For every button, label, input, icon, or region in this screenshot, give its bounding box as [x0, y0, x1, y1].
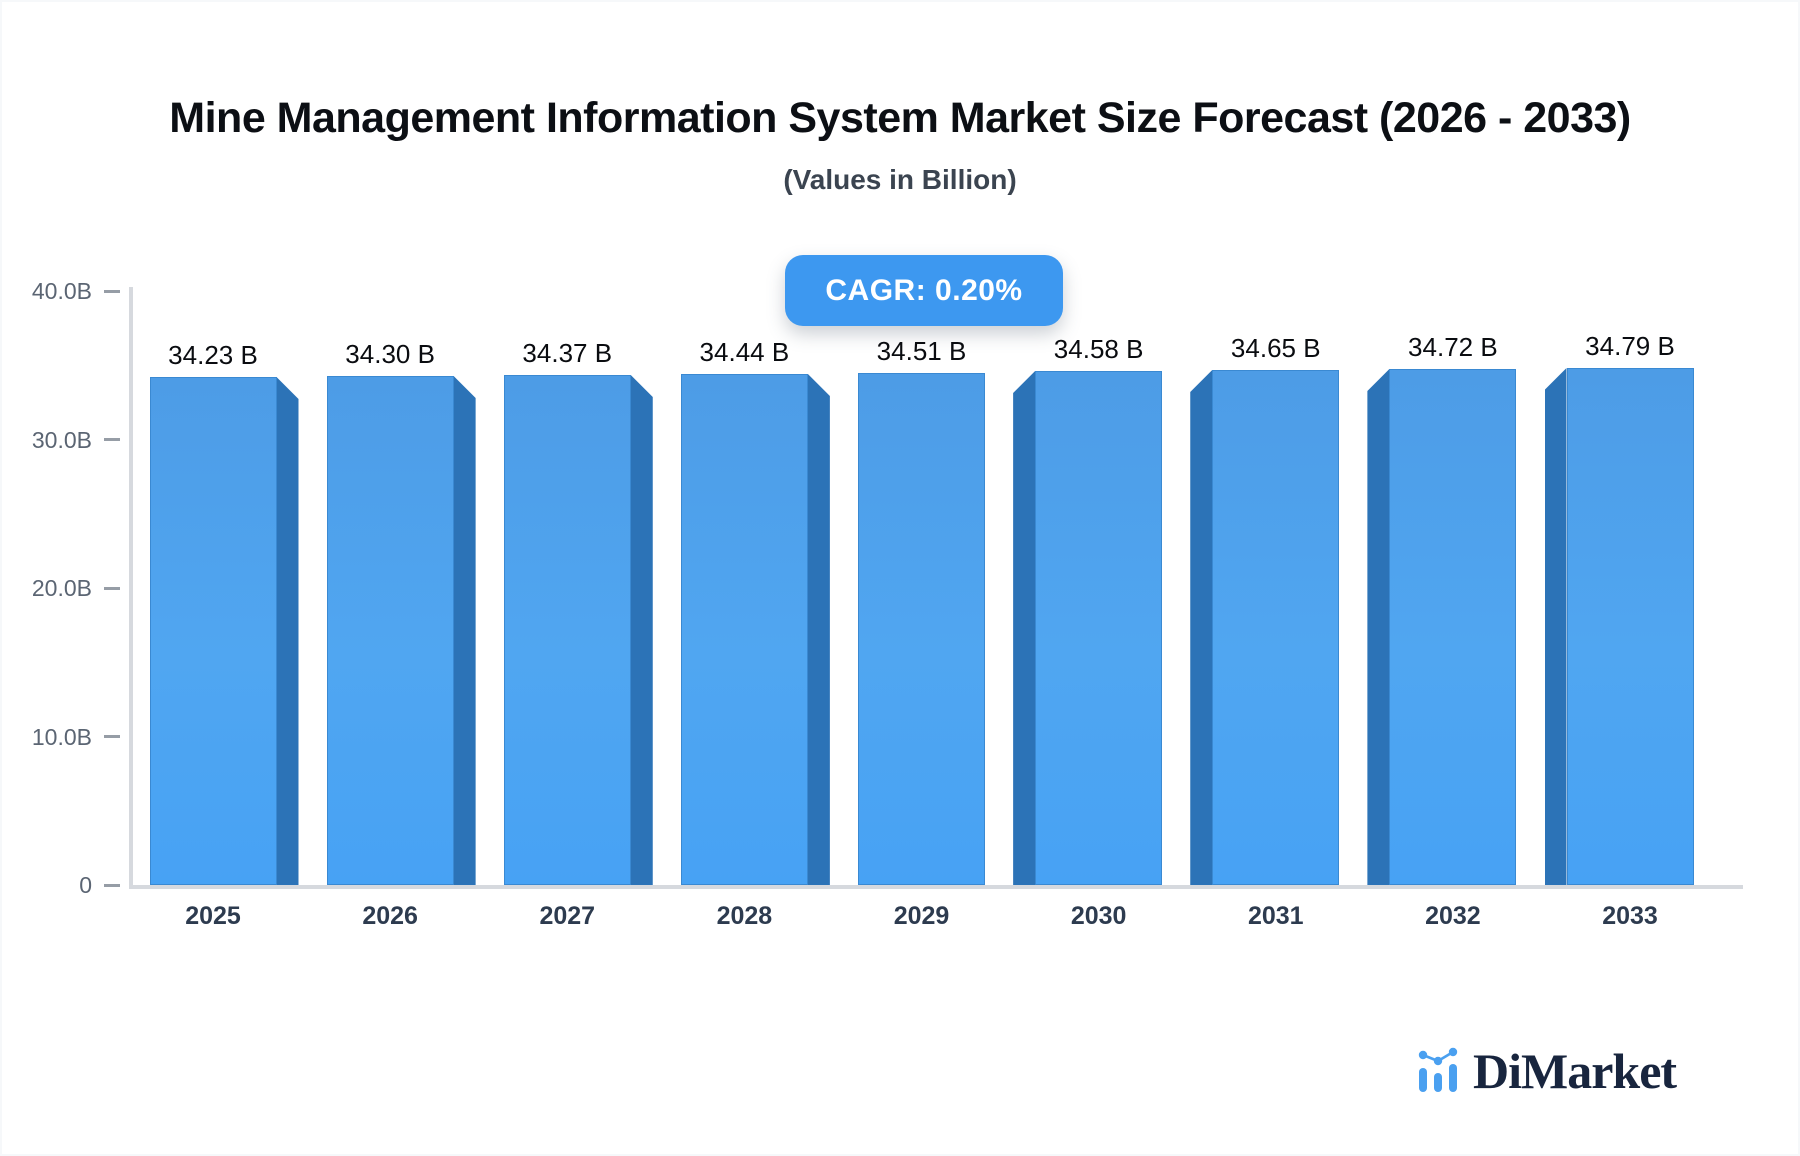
bar-2032[interactable] — [1367, 369, 1517, 885]
x-tick-2033: 2033 — [1602, 902, 1658, 930]
bar-face-2030[interactable] — [1035, 371, 1163, 885]
brand-logo: DiMarket — [1418, 1040, 1677, 1099]
y-tick-label-10.0B: 10.0B — [31, 723, 92, 750]
x-tick-2030: 2030 — [1070, 902, 1127, 930]
y-tick-label-40.0B: 40.0B — [31, 278, 92, 304]
bar-value-2033: 34.79 B — [1585, 331, 1675, 361]
chart-subtitle: (Values in Billion) — [783, 164, 1017, 195]
x-tick-2032: 2032 — [1425, 902, 1481, 930]
y-tick-mark — [104, 289, 120, 293]
bar-value-2029: 34.51 B — [876, 336, 967, 366]
x-tick-2027: 2027 — [539, 902, 596, 930]
bar-face-2027[interactable] — [503, 375, 631, 885]
y-tick-mark — [104, 438, 120, 441]
y-axis-line — [129, 287, 133, 889]
bar-value-2031: 34.65 B — [1230, 333, 1321, 363]
bar-2025[interactable] — [149, 377, 299, 885]
bar-side-2032 — [1367, 369, 1390, 885]
cagr-badge-label: CAGR: 0.20% — [825, 273, 1023, 307]
bar-value-2027: 34.37 B — [522, 338, 613, 368]
bar-2028[interactable] — [680, 374, 830, 885]
bar-side-2026 — [453, 376, 476, 885]
bar-side-2025 — [276, 377, 299, 885]
bar-2033[interactable] — [1544, 368, 1694, 885]
y-tick-label-20.0B: 20.0B — [31, 575, 92, 601]
y-tick-mark — [104, 735, 120, 738]
y-tick-mark — [104, 883, 120, 887]
bar-value-2028: 34.44 B — [699, 337, 790, 367]
bar-value-2030: 34.58 B — [1053, 334, 1144, 364]
x-tick-2029: 2029 — [893, 902, 950, 930]
bar-face-2031[interactable] — [1212, 370, 1340, 885]
y-tick-label-30.0B: 30.0B — [31, 426, 92, 453]
chart-title: Mine Management Information System Marke… — [169, 94, 1631, 142]
bar-2026[interactable] — [326, 376, 476, 885]
bar-face-2025[interactable] — [149, 377, 277, 885]
cagr-badge: CAGR: 0.20% — [785, 255, 1063, 326]
bar-side-2031 — [1190, 370, 1213, 885]
x-axis-line — [129, 885, 1743, 889]
bar-side-2027 — [630, 375, 653, 885]
bar-2029[interactable] — [858, 373, 985, 885]
brand-name: DiMarket — [1473, 1043, 1677, 1099]
y-tick-mark — [104, 586, 120, 590]
bar-value-2032: 34.72 B — [1408, 332, 1498, 362]
bar-side-2033 — [1544, 368, 1567, 885]
y-tick-label-0: 0 — [79, 872, 92, 898]
bar-2027[interactable] — [503, 375, 653, 885]
x-tick-2031: 2031 — [1247, 902, 1304, 930]
x-tick-2028: 2028 — [716, 902, 773, 930]
bar-face-2026[interactable] — [326, 376, 454, 885]
bar-side-2030 — [1013, 371, 1036, 885]
bar-face-2028[interactable] — [680, 374, 808, 885]
bar-2030[interactable] — [1013, 371, 1163, 885]
bar-value-2026: 34.30 B — [345, 339, 435, 369]
bar-side-2028 — [807, 374, 830, 885]
x-tick-2025: 2025 — [185, 902, 241, 930]
bar-face-2029[interactable] — [858, 373, 985, 885]
bar-chart-logo-icon — [1418, 1047, 1458, 1092]
bar-face-2032[interactable] — [1389, 369, 1517, 885]
bar-2031[interactable] — [1190, 370, 1340, 885]
x-tick-2026: 2026 — [362, 902, 418, 930]
bar-value-2025: 34.23 B — [168, 340, 258, 370]
bar-face-2033[interactable] — [1566, 368, 1694, 885]
